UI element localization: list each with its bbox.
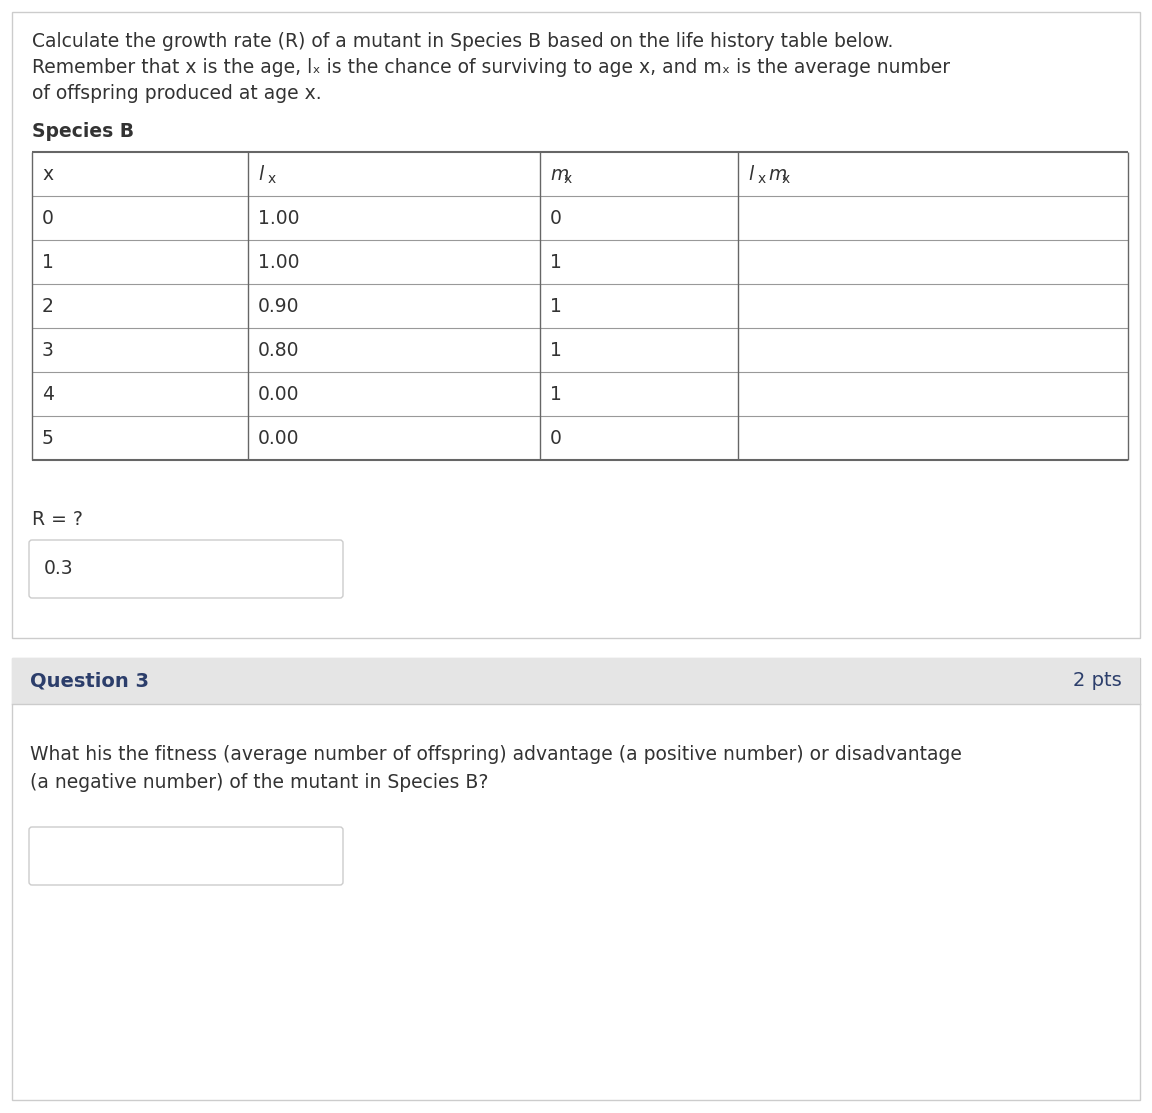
Bar <box>12 658 1140 1100</box>
Text: x: x <box>782 173 790 186</box>
FancyBboxPatch shape <box>29 827 343 885</box>
Text: 1: 1 <box>550 384 562 404</box>
Text: What his the fitness (average number of offspring) advantage (a positive number): What his the fitness (average number of … <box>30 745 962 764</box>
Text: 5: 5 <box>41 429 54 447</box>
Text: 1.00: 1.00 <box>258 253 300 272</box>
Text: 1: 1 <box>41 253 54 272</box>
Text: Species B: Species B <box>32 122 134 141</box>
Bar <box>12 12 1140 638</box>
Text: 1.00: 1.00 <box>258 208 300 227</box>
Text: of offspring produced at age x.: of offspring produced at age x. <box>32 83 321 104</box>
Text: 2: 2 <box>41 296 54 315</box>
Text: 0.00: 0.00 <box>258 429 300 447</box>
Text: (a negative number) of the mutant in Species B?: (a negative number) of the mutant in Spe… <box>30 774 488 792</box>
Text: 0.80: 0.80 <box>258 341 300 359</box>
Text: 3: 3 <box>41 341 54 359</box>
Text: 0: 0 <box>41 208 54 227</box>
Text: 1: 1 <box>550 341 562 359</box>
Text: m: m <box>768 165 787 184</box>
Text: Remember that x is the age, lₓ is the chance of surviving to age x, and mₓ is th: Remember that x is the age, lₓ is the ch… <box>32 58 950 77</box>
Text: m: m <box>550 165 568 184</box>
Text: l: l <box>748 165 753 184</box>
Text: 4: 4 <box>41 384 54 404</box>
Text: R = ?: R = ? <box>32 510 83 529</box>
Text: Question 3: Question 3 <box>30 671 149 690</box>
Text: l: l <box>258 165 264 184</box>
Text: Calculate the growth rate (R) of a mutant in Species B based on the life history: Calculate the growth rate (R) of a mutan… <box>32 32 893 51</box>
Text: 2 pts: 2 pts <box>1074 671 1122 690</box>
Text: 0: 0 <box>550 429 562 447</box>
Text: x: x <box>41 165 53 184</box>
Text: 0.3: 0.3 <box>44 560 74 579</box>
Text: x: x <box>758 173 766 186</box>
Text: 0.00: 0.00 <box>258 384 300 404</box>
Bar <box>12 658 1140 705</box>
Text: 1: 1 <box>550 253 562 272</box>
Text: x: x <box>564 173 573 186</box>
FancyBboxPatch shape <box>29 540 343 598</box>
Text: 0.90: 0.90 <box>258 296 300 315</box>
Text: 1: 1 <box>550 296 562 315</box>
Text: 0: 0 <box>550 208 562 227</box>
Text: x: x <box>268 173 276 186</box>
